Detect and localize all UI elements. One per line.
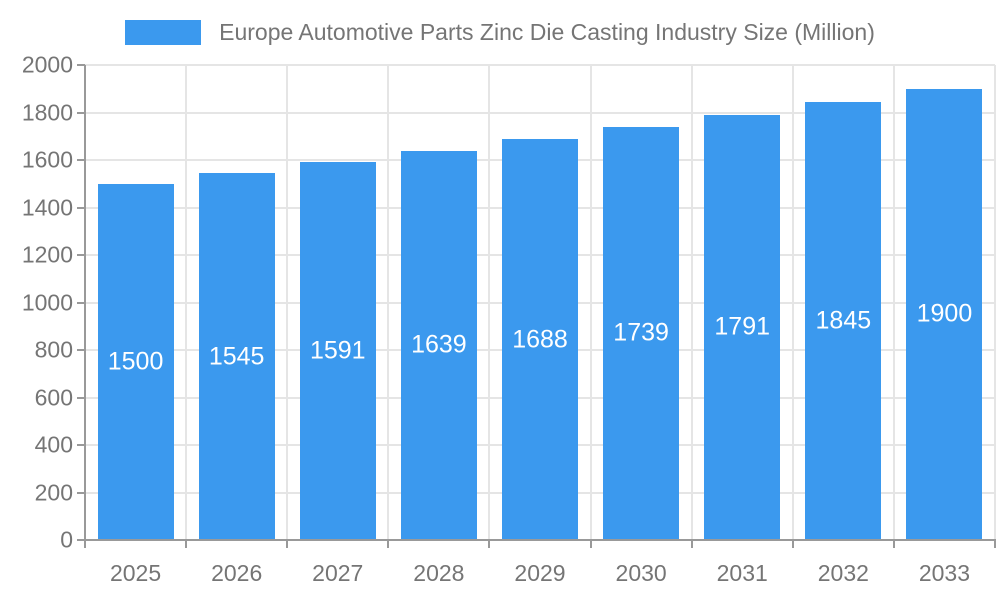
x-axis-tick xyxy=(84,540,86,548)
legend-swatch xyxy=(125,19,202,45)
y-axis-tick-label: 600 xyxy=(34,384,73,410)
x-axis-tick xyxy=(892,540,895,548)
legend-item[interactable]: Europe Automotive Parts Zinc Die Casting… xyxy=(0,14,1000,50)
y-axis-tick xyxy=(77,444,85,446)
x-axis-tick-label: 2031 xyxy=(716,560,768,586)
bar-value-label: 1545 xyxy=(208,342,265,371)
v-gridline xyxy=(791,65,794,540)
legend-label: Europe Automotive Parts Zinc Die Casting… xyxy=(219,18,875,45)
y-axis-tick-label: 1800 xyxy=(21,99,73,125)
y-axis-tick xyxy=(77,539,85,541)
y-axis-tick-label: 0 xyxy=(60,526,73,553)
x-axis-tick-label: 2026 xyxy=(211,560,263,586)
y-axis-tick xyxy=(77,111,85,114)
x-axis-tick xyxy=(994,540,996,548)
v-gridline xyxy=(488,65,491,540)
x-axis-line xyxy=(84,539,996,541)
v-gridline xyxy=(185,65,188,540)
x-axis-tick-label: 2032 xyxy=(817,560,869,586)
y-axis-tick xyxy=(77,349,85,351)
x-axis-tick xyxy=(791,540,794,548)
v-gridline xyxy=(387,65,390,540)
y-axis-tick xyxy=(77,301,85,304)
bar[interactable] xyxy=(97,183,174,540)
y-axis-tick xyxy=(77,254,85,256)
x-axis-tick xyxy=(185,540,188,548)
y-axis-tick xyxy=(77,64,85,66)
bar-value-label: 1845 xyxy=(815,306,872,335)
x-axis-tick-label: 2030 xyxy=(615,560,667,586)
bar[interactable] xyxy=(400,150,477,540)
bar[interactable] xyxy=(805,101,882,540)
bar[interactable] xyxy=(603,127,680,540)
bar[interactable] xyxy=(198,173,275,540)
y-axis-tick xyxy=(77,491,85,494)
bar-value-label: 1791 xyxy=(714,312,771,341)
x-axis-tick-label: 2029 xyxy=(514,560,566,586)
x-axis-tick-label: 2027 xyxy=(312,560,364,586)
bar-value-label: 1739 xyxy=(613,318,669,347)
y-axis-line xyxy=(84,65,86,540)
bar[interactable] xyxy=(502,139,578,540)
v-gridline xyxy=(286,65,289,540)
y-axis-tick xyxy=(77,396,85,399)
v-gridline xyxy=(994,65,996,540)
y-axis-tick xyxy=(77,206,85,209)
x-axis-tick-label: 2033 xyxy=(918,560,971,586)
x-axis-tick-label: 2028 xyxy=(413,560,465,586)
x-axis-tick xyxy=(690,540,693,548)
bar[interactable] xyxy=(299,162,376,540)
y-axis-tick-label: 800 xyxy=(34,336,73,363)
y-axis-tick-label: 1600 xyxy=(21,146,73,173)
v-gridline xyxy=(589,65,592,540)
x-axis-tick xyxy=(488,540,491,548)
y-axis-tick-label: 400 xyxy=(34,431,73,458)
y-axis-tick xyxy=(77,159,85,161)
v-gridline xyxy=(690,65,693,540)
y-axis-tick-label: 200 xyxy=(34,479,73,505)
plot-area: 1500 1545 1591 1639 1688 1739 1791 1845 1900 xyxy=(85,64,996,540)
x-axis-tick xyxy=(286,540,289,548)
x-axis-tick xyxy=(387,540,390,548)
x-axis-tick-label: 2025 xyxy=(109,560,162,586)
x-axis-tick xyxy=(589,540,592,548)
bar-value-label: 1900 xyxy=(916,299,973,328)
h-gridline xyxy=(85,111,995,114)
bar[interactable] xyxy=(906,88,983,540)
y-axis-tick-label: 2000 xyxy=(21,51,73,78)
bar-value-label: 1639 xyxy=(411,330,467,359)
bar-value-label: 1688 xyxy=(512,325,568,354)
bar-value-label: 1500 xyxy=(107,347,164,376)
bar-value-label: 1591 xyxy=(309,336,366,365)
v-gridline xyxy=(892,65,895,540)
h-gridline xyxy=(85,64,995,66)
bar[interactable] xyxy=(704,114,781,540)
y-axis-tick-label: 1000 xyxy=(21,289,73,315)
y-axis-tick-label: 1400 xyxy=(21,194,73,220)
y-axis-tick-label: 1200 xyxy=(21,241,73,268)
